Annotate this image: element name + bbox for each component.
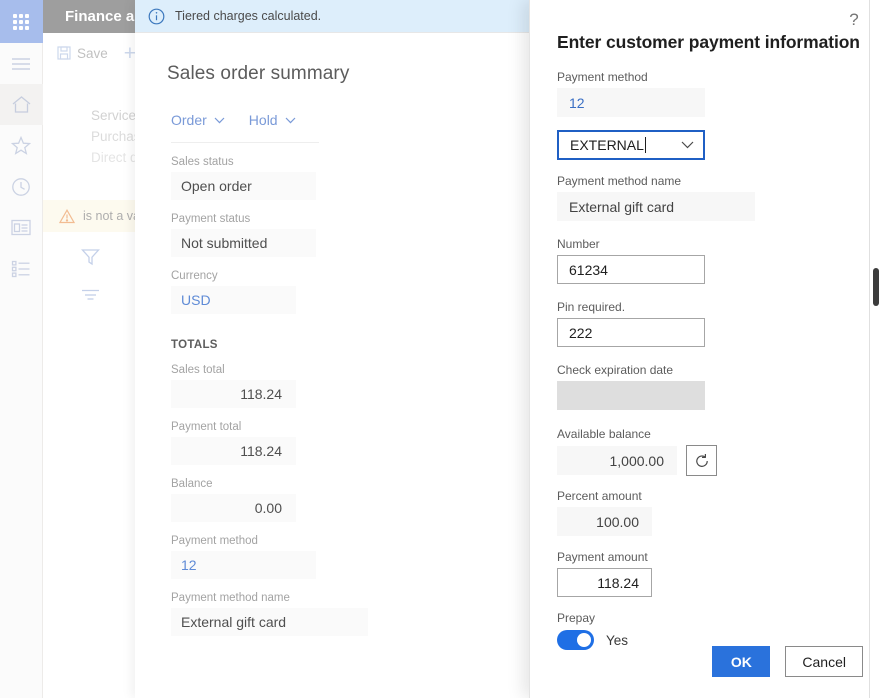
dialog-field-payment-method-name: Payment method name External gift card bbox=[557, 174, 868, 221]
field-label: Payment method name bbox=[171, 592, 290, 604]
chevron-down-icon bbox=[285, 117, 296, 124]
toggle-knob bbox=[577, 633, 591, 647]
field-label: Payment method bbox=[171, 535, 258, 547]
grid-tools bbox=[43, 240, 138, 300]
sales-order-summary-panel: Tiered charges calculated. Sales order s… bbox=[135, 0, 530, 698]
dialog-field-prepay: Prepay Yes bbox=[557, 611, 868, 650]
field-label: Number bbox=[557, 237, 600, 251]
summary-field-payment-status: Payment status Not submitted bbox=[167, 213, 530, 257]
summary-total-payment-total: Payment total 118.24 bbox=[167, 421, 530, 465]
order-menu-button[interactable]: Order bbox=[171, 112, 225, 128]
scrollbar-thumb[interactable] bbox=[873, 268, 879, 306]
order-menu-label: Order bbox=[171, 112, 207, 128]
info-icon bbox=[148, 8, 165, 24]
check-expiration-date-input bbox=[557, 381, 705, 410]
summary-field-currency: Currency USD bbox=[167, 270, 530, 314]
dialog-field-payment-amount: Payment amount 118.24 bbox=[557, 550, 868, 597]
command-bar: Save + bbox=[43, 33, 293, 73]
hold-menu-button[interactable]: Hold bbox=[249, 112, 296, 128]
refresh-icon[interactable] bbox=[686, 445, 717, 476]
field-label: Balance bbox=[171, 478, 213, 490]
prepay-toggle-label: Yes bbox=[606, 632, 629, 648]
page-title: Sales order summary bbox=[167, 63, 350, 84]
warning-triangle-icon bbox=[59, 208, 75, 223]
field-label: Payment amount bbox=[557, 550, 648, 564]
cancel-button[interactable]: Cancel bbox=[785, 646, 863, 677]
field-value[interactable]: Open order bbox=[171, 172, 316, 200]
summary-total-sales-total: Sales total 118.24 bbox=[167, 364, 530, 408]
totals-section-header: TOTALS bbox=[171, 339, 218, 351]
field-value[interactable]: External gift card bbox=[171, 608, 368, 636]
payment-method-combobox[interactable]: EXTERNAL bbox=[557, 130, 705, 160]
field-value[interactable]: 0.00 bbox=[171, 494, 296, 522]
field-label: Payment method name bbox=[557, 174, 682, 188]
save-button[interactable]: Save bbox=[57, 46, 108, 61]
summary-field-sales-status: Sales status Open order bbox=[167, 156, 530, 200]
workspaces-icon[interactable] bbox=[0, 207, 43, 248]
dialog-field-percent-amount: Percent amount 100.00 bbox=[557, 489, 868, 536]
dialog-field-payment-method: Payment method 12 bbox=[557, 70, 868, 117]
field-label: Percent amount bbox=[557, 489, 642, 503]
field-label: Sales total bbox=[171, 364, 225, 376]
dialog-title: Enter customer payment information bbox=[557, 32, 860, 52]
new-button[interactable]: + bbox=[123, 41, 137, 65]
window-scrollbar[interactable] bbox=[869, 0, 882, 698]
recent-clock-icon[interactable] bbox=[0, 166, 43, 207]
summary-total-balance: Balance 0.00 bbox=[167, 478, 530, 522]
field-value[interactable]: 118.24 bbox=[171, 380, 296, 408]
dialog-field-check-expiration-date: Check expiration date bbox=[557, 363, 868, 410]
divider bbox=[171, 142, 319, 143]
prepay-toggle[interactable] bbox=[557, 630, 594, 650]
dialog-field-available-balance: Available balance 1,000.00 bbox=[557, 427, 868, 476]
info-message-text: Tiered charges calculated. bbox=[175, 9, 322, 23]
help-icon[interactable]: ? bbox=[849, 10, 859, 29]
summary-field-payment-method-name: Payment method name External gift card bbox=[167, 592, 530, 636]
field-label: Currency bbox=[171, 270, 218, 282]
field-label: Payment status bbox=[171, 213, 251, 225]
field-label: Payment total bbox=[171, 421, 242, 433]
pin-input[interactable]: 222 bbox=[557, 318, 705, 347]
field-value[interactable]: 118.24 bbox=[171, 437, 296, 465]
hold-menu-label: Hold bbox=[248, 112, 278, 128]
dialog-footer: OK Cancel bbox=[712, 646, 863, 677]
field-label: Available balance bbox=[557, 427, 651, 441]
app-launcher-icon[interactable] bbox=[0, 0, 43, 43]
summary-action-menus: Order Hold bbox=[167, 112, 530, 128]
payment-amount-input[interactable]: 118.24 bbox=[557, 568, 652, 597]
home-icon[interactable] bbox=[0, 84, 43, 125]
modules-list-icon[interactable] bbox=[0, 248, 43, 289]
list-options-icon[interactable] bbox=[81, 288, 100, 300]
combobox-value: EXTERNAL bbox=[570, 137, 644, 153]
dialog-field-number: Number 61234 bbox=[557, 237, 868, 284]
percent-amount-value: 100.00 bbox=[557, 507, 652, 536]
favorites-star-icon[interactable] bbox=[0, 125, 43, 166]
ok-button[interactable]: OK bbox=[712, 646, 771, 677]
field-value[interactable]: 12 bbox=[171, 551, 316, 579]
available-balance-value: 1,000.00 bbox=[557, 446, 677, 475]
payment-method-name-value: External gift card bbox=[557, 192, 755, 221]
payment-method-readonly-value: 12 bbox=[557, 88, 705, 117]
dialog-field-pin: Pin required. 222 bbox=[557, 300, 868, 347]
field-label: Payment method bbox=[557, 70, 648, 84]
save-label: Save bbox=[77, 45, 108, 61]
dialog-form: Payment method 12 EXTERNAL Payment metho… bbox=[557, 70, 868, 650]
field-label: Prepay bbox=[557, 611, 596, 625]
summary-field-payment-method: Payment method 12 bbox=[167, 535, 530, 579]
summary-body: Sales order summary Order Hold Sale bbox=[135, 33, 530, 636]
navigation-rail bbox=[0, 0, 43, 698]
hamburger-menu-icon[interactable] bbox=[0, 43, 43, 84]
filter-icon[interactable] bbox=[81, 248, 100, 266]
field-value[interactable]: USD bbox=[171, 286, 296, 314]
field-label: Sales status bbox=[171, 156, 234, 168]
field-label: Pin required. bbox=[557, 300, 626, 314]
field-label: Check expiration date bbox=[557, 363, 674, 377]
chevron-down-icon[interactable] bbox=[681, 141, 694, 149]
number-input[interactable]: 61234 bbox=[557, 255, 705, 284]
info-message-bar: Tiered charges calculated. bbox=[135, 0, 530, 33]
text-cursor bbox=[644, 137, 646, 153]
field-value[interactable]: Not submitted bbox=[171, 229, 316, 257]
chevron-down-icon bbox=[214, 117, 225, 124]
customer-payment-dialog: ? Enter customer payment information Pay… bbox=[529, 0, 882, 698]
